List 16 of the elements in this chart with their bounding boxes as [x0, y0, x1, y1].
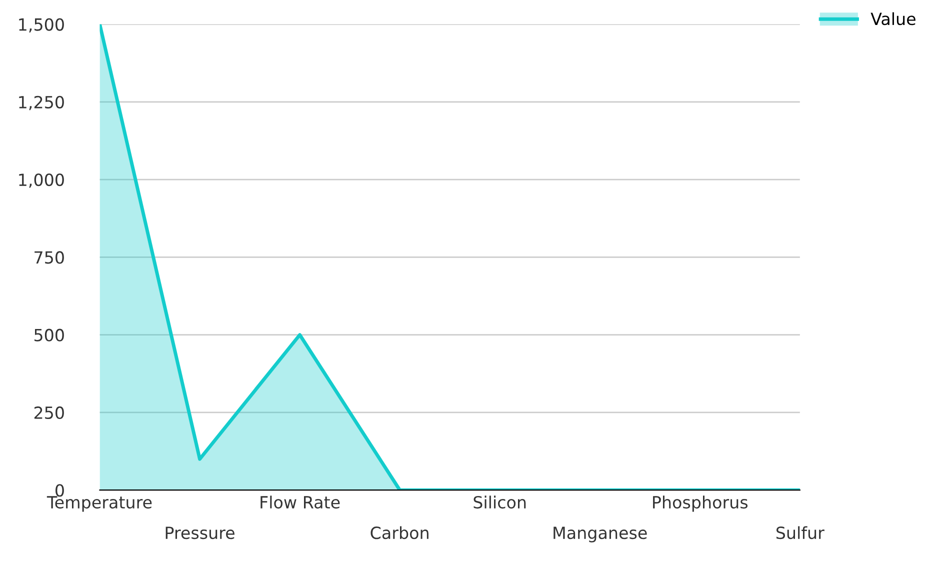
y-tick-label: 1,250	[19, 96, 64, 110]
y-tick-label: 1,000	[19, 174, 64, 188]
y-tick-label: 1,500	[19, 18, 64, 33]
x-tick-label: Pressure	[166, 526, 234, 540]
y-tick-label: 250	[34, 406, 64, 420]
x-tick-label: Manganese	[554, 526, 647, 542]
x-tick-label: Temperature	[46, 496, 152, 512]
y-tick-label: 500	[34, 328, 64, 342]
x-tick-label: Sulfur	[776, 526, 824, 540]
y-tick-label: 0	[56, 484, 64, 497]
x-tick-label: Flow Rate	[260, 496, 340, 509]
x-tick-label: Silicon	[474, 496, 526, 509]
x-tick-label: Phosphorus	[653, 496, 748, 512]
legend-label: Value	[870, 12, 916, 26]
y-tick-label: 750	[34, 251, 64, 264]
x-tick-label: Carbon	[370, 526, 428, 540]
